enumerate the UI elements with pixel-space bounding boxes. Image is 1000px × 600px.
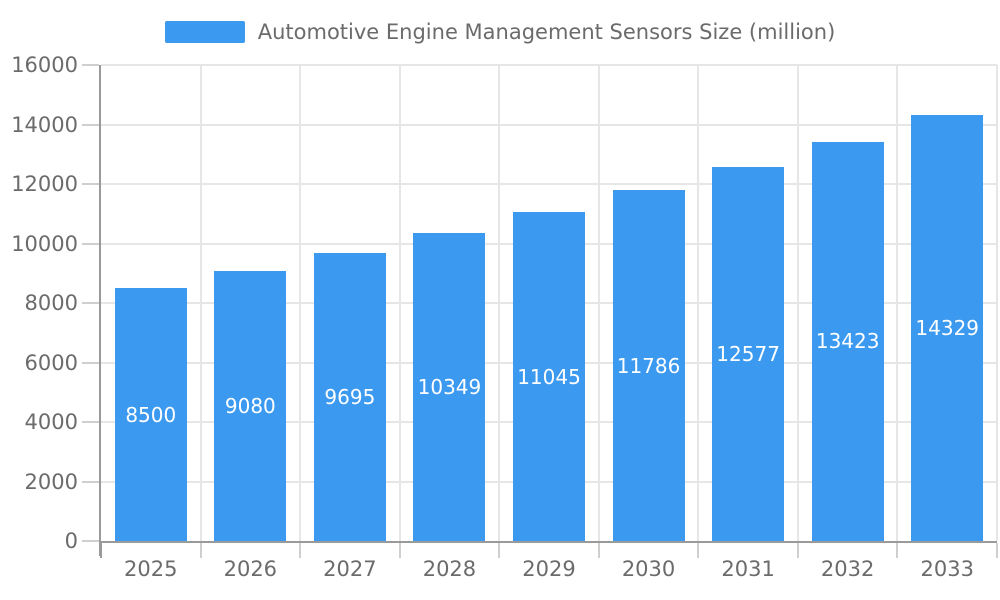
- x-axis-tick: [697, 543, 700, 558]
- x-axis-line: [99, 541, 997, 543]
- legend-label: Automotive Engine Management Sensors Siz…: [257, 20, 836, 44]
- bar-value-label: 9695: [324, 384, 376, 409]
- x-axis-tick: [398, 543, 401, 558]
- x-axis-tick-label: 2026: [223, 557, 278, 581]
- bar-2032: 13423: [811, 141, 884, 541]
- y-axis-tick-label: 2000: [24, 469, 78, 494]
- bar-value-label: 11786: [616, 353, 681, 378]
- gridline-vertical: [996, 65, 998, 541]
- y-axis-tick-label: 16000: [11, 53, 78, 77]
- y-axis-line: [99, 65, 101, 556]
- y-axis-tick-label: 10000: [11, 231, 78, 256]
- y-axis-tick: [82, 421, 99, 423]
- x-axis-tick: [996, 543, 998, 558]
- x-axis-tick-label: 2027: [323, 557, 377, 581]
- gridline-horizontal: [101, 123, 997, 126]
- gridline-vertical: [199, 65, 202, 541]
- bar-value-label: 12577: [716, 341, 780, 366]
- y-axis-tick: [82, 64, 99, 66]
- x-axis-tick: [896, 543, 899, 558]
- gridline-vertical: [796, 65, 799, 541]
- bar-2033: 14329: [911, 114, 984, 541]
- y-axis-tick-label: 12000: [11, 172, 78, 196]
- bar-2028: 10349: [413, 233, 486, 541]
- x-axis-tick-label: 2031: [721, 557, 775, 581]
- bar-value-label: 13423: [815, 329, 880, 354]
- y-axis-tick-label: 8000: [24, 291, 78, 315]
- y-axis-tick: [82, 540, 99, 542]
- bar-2027: 9695: [313, 252, 386, 541]
- bar-2029: 11045: [513, 212, 585, 541]
- y-axis-tick: [82, 480, 99, 483]
- y-axis-tick-label: 6000: [24, 350, 78, 375]
- x-axis-tick: [299, 543, 302, 558]
- gridline-horizontal: [101, 64, 997, 66]
- gridline-vertical: [697, 65, 700, 541]
- bar-2031: 12577: [712, 166, 785, 541]
- y-axis-tick-label: 0: [64, 529, 78, 553]
- x-axis-tick-label: 2025: [124, 557, 178, 581]
- y-axis-tick: [82, 242, 99, 245]
- x-axis-tick-label: 2028: [422, 557, 477, 581]
- x-axis-tick: [498, 543, 501, 558]
- x-axis-tick-label: 2030: [621, 557, 676, 581]
- bar-value-label: 14329: [915, 315, 980, 340]
- chart-legend: Automotive Engine Management Sensors Siz…: [0, 20, 1000, 44]
- x-axis-tick: [100, 543, 102, 558]
- plot-area: 8500 9080 9695 10349 11045 11786 12577 13423 143…: [82, 64, 998, 558]
- gridline-horizontal: [101, 183, 997, 185]
- bar-value-label: 9080: [224, 393, 276, 418]
- y-axis-tick: [82, 361, 99, 364]
- y-axis-tick: [82, 123, 99, 126]
- gridline-vertical: [597, 65, 600, 541]
- bar-2025: 8500: [114, 288, 187, 541]
- x-axis-tick-label: 2033: [920, 557, 974, 581]
- x-axis-tick-label: 2029: [522, 557, 576, 581]
- bar-2026: 9080: [214, 270, 287, 541]
- legend-swatch: [164, 21, 245, 43]
- legend-item[interactable]: Automotive Engine Management Sensors Siz…: [164, 20, 836, 44]
- bar-value-label: 8500: [125, 402, 177, 427]
- y-axis-tick-label: 4000: [24, 410, 78, 434]
- gridline-vertical: [398, 65, 401, 541]
- y-axis-tick: [82, 183, 99, 185]
- bar-value-label: 11045: [517, 364, 581, 389]
- y-axis-tick-label: 14000: [11, 112, 78, 137]
- gridline-vertical: [299, 65, 302, 541]
- gridline-vertical: [498, 65, 501, 541]
- y-axis-tick: [82, 302, 99, 304]
- x-axis-tick: [597, 543, 600, 558]
- bar-2030: 11786: [612, 190, 685, 541]
- x-axis-tick: [199, 543, 202, 558]
- x-axis-tick-label: 2032: [820, 557, 875, 581]
- bar-value-label: 10349: [417, 375, 482, 400]
- gridline-vertical: [896, 65, 899, 541]
- x-axis-tick: [796, 543, 799, 558]
